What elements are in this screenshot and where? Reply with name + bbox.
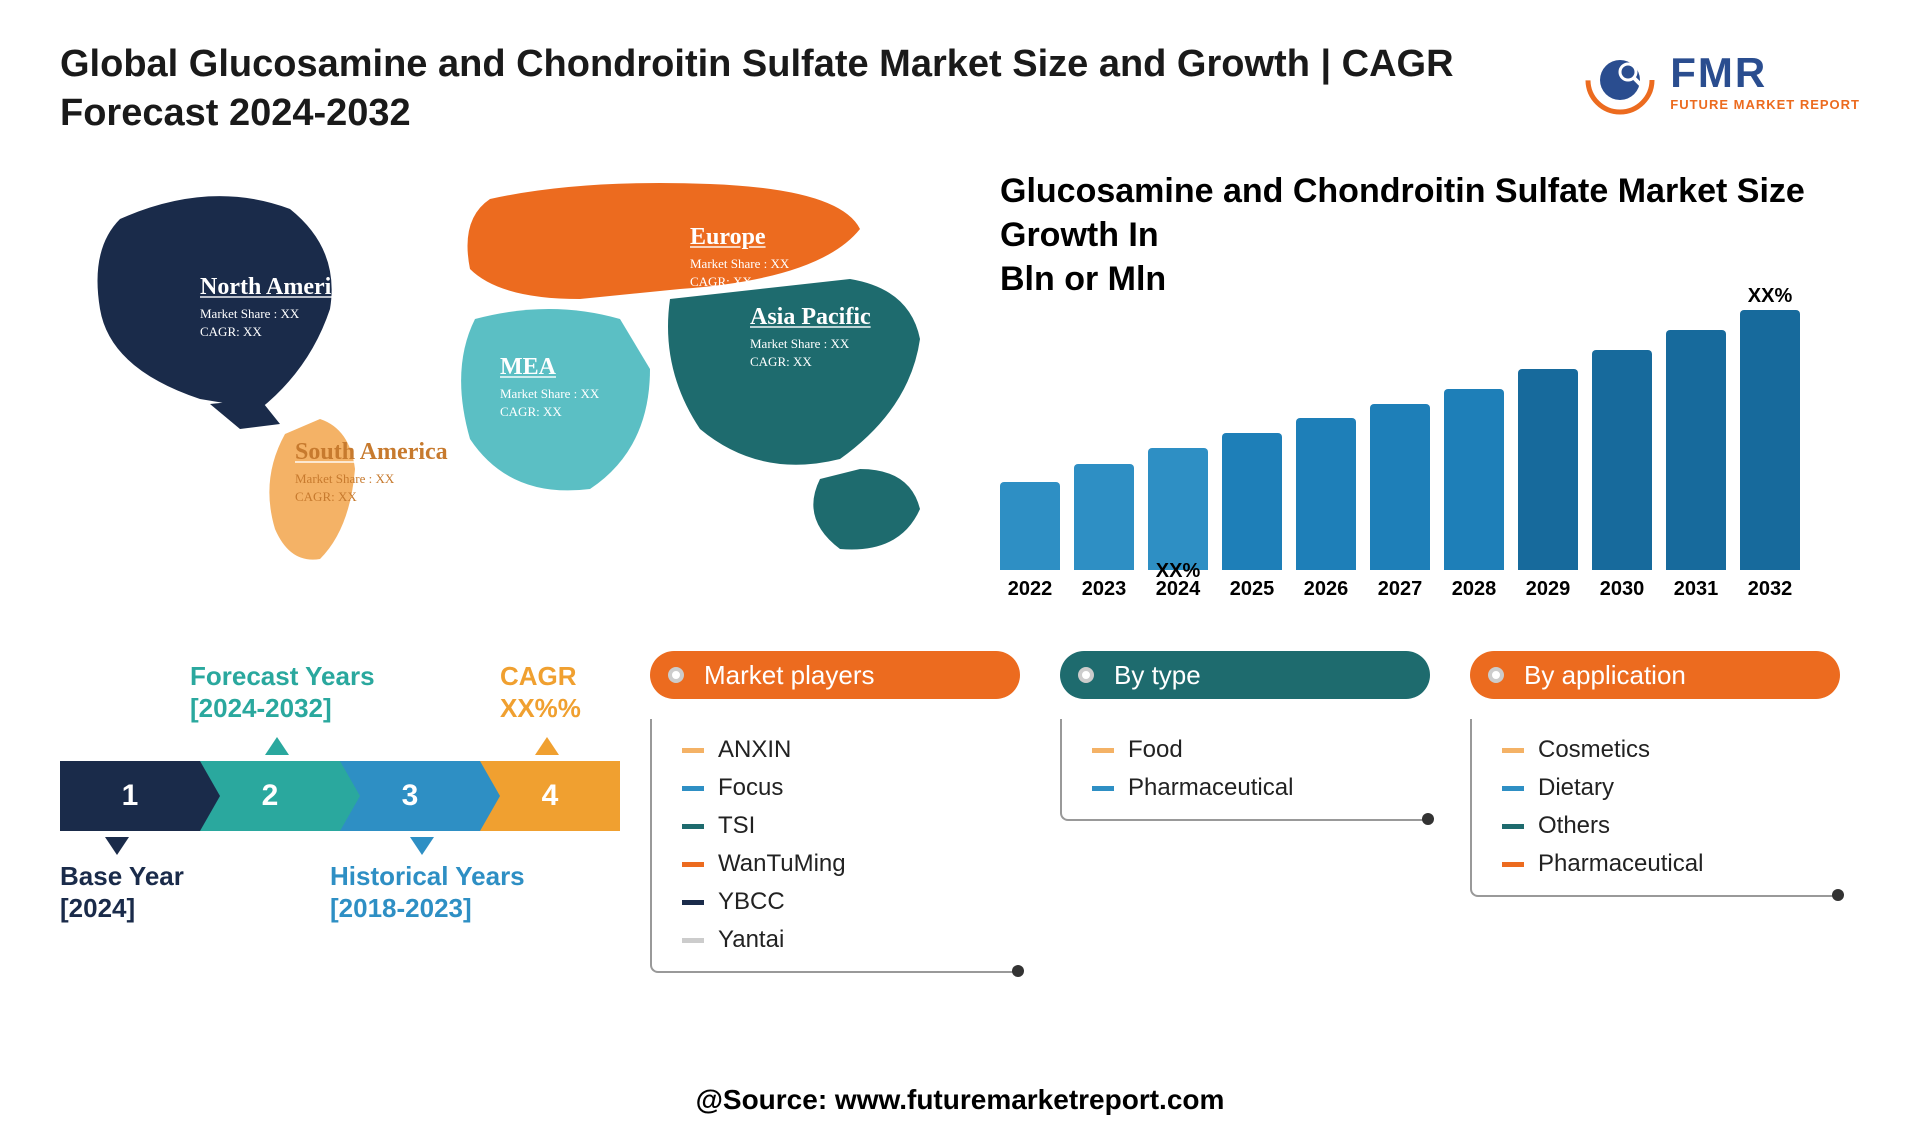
item-label: Pharmaceutical: [1128, 774, 1293, 802]
bar-2029: 2029: [1518, 369, 1578, 601]
item-label: Dietary: [1538, 774, 1614, 802]
timeline-block-3: 3: [340, 761, 480, 831]
dash-icon: [1502, 748, 1524, 753]
item-label: Cosmetics: [1538, 736, 1650, 764]
region-label-asia-pacific: Asia PacificMarket Share : XXCAGR: XX: [750, 304, 871, 371]
category-header: Market players: [650, 651, 1020, 699]
dot-icon: [668, 667, 684, 683]
source-text: @Source: www.futuremarketreport.com: [696, 1084, 1225, 1116]
bar-2025: 2025: [1222, 433, 1282, 601]
dash-icon: [682, 862, 704, 867]
timeline-arrow-3: [535, 737, 559, 755]
dash-icon: [682, 938, 704, 943]
dash-icon: [682, 900, 704, 905]
categories: Market players ANXIN Focus TSI WanTuMing YBCC…: [650, 651, 1840, 973]
item-label: Focus: [718, 774, 783, 802]
bar-2030: 2030: [1592, 350, 1652, 602]
dot-icon: [1078, 667, 1094, 683]
logo-text: FMR: [1670, 49, 1860, 97]
list-item: ANXIN: [682, 731, 1000, 769]
bar-2023: 2023: [1074, 464, 1134, 601]
bottom-section: Base Year[2024] Forecast Years[2024-2032]…: [60, 651, 1860, 973]
region-label-north-america: North AmericaMarket Share : XXCAGR: XX: [200, 274, 354, 341]
dash-icon: [682, 824, 704, 829]
bar-2031: 2031: [1666, 330, 1726, 601]
top-section: North AmericaMarket Share : XXCAGR: XX So…: [60, 169, 1860, 602]
timeline-arrow-0: [105, 837, 129, 855]
bar-chart: 202220232024XX%2025202620272028202920302…: [1000, 321, 1860, 601]
timeline-block-2: 2: [200, 761, 340, 831]
bar-2028: 2028: [1444, 389, 1504, 602]
timeline-label-2: Historical Years[2018-2023]: [330, 861, 525, 923]
bar-2027: 2027: [1370, 404, 1430, 602]
category-header: By type: [1060, 651, 1430, 699]
timeline-block-4: 4: [480, 761, 620, 831]
bar-chart-area: Glucosamine and Chondroitin Sulfate Mark…: [1000, 169, 1860, 602]
category-by-type: By type Food Pharmaceutical: [1060, 651, 1430, 973]
dash-icon: [1092, 786, 1114, 791]
category-title: By type: [1114, 660, 1201, 691]
world-map: North AmericaMarket Share : XXCAGR: XX So…: [60, 169, 960, 569]
list-item: Others: [1502, 807, 1820, 845]
item-label: Pharmaceutical: [1538, 850, 1703, 878]
page-title: Global Glucosamine and Chondroitin Sulfa…: [60, 40, 1460, 139]
list-item: YBCC: [682, 883, 1000, 921]
timeline-label-1: Forecast Years[2024-2032]: [190, 661, 375, 723]
region-label-south-america: South AmericaMarket Share : XXCAGR: XX: [295, 439, 448, 506]
map-region-europe: [468, 183, 861, 299]
dash-icon: [1502, 786, 1524, 791]
category-list: ANXIN Focus TSI WanTuMing YBCC Yantai: [650, 719, 1020, 973]
timeline-block-1: 1: [60, 761, 200, 831]
dash-icon: [1502, 824, 1524, 829]
category-header: By application: [1470, 651, 1840, 699]
list-item: Pharmaceutical: [1092, 769, 1410, 807]
list-item: TSI: [682, 807, 1000, 845]
category-title: By application: [1524, 660, 1686, 691]
logo-subtitle: FUTURE MARKET REPORT: [1670, 97, 1860, 112]
category-by-application: By application Cosmetics Dietary Others Phar…: [1470, 651, 1840, 973]
item-label: Yantai: [718, 926, 784, 954]
dot-icon: [1488, 667, 1504, 683]
timeline: Base Year[2024] Forecast Years[2024-2032]…: [60, 651, 620, 931]
item-label: YBCC: [718, 888, 785, 916]
timeline-arrow-1: [265, 737, 289, 755]
logo: FMR FUTURE MARKET REPORT: [1580, 40, 1860, 120]
dash-icon: [682, 786, 704, 791]
dash-icon: [682, 748, 704, 753]
dash-icon: [1092, 748, 1114, 753]
region-label-mea: MEAMarket Share : XXCAGR: XX: [500, 354, 599, 421]
logo-icon: [1580, 40, 1660, 120]
item-label: Others: [1538, 812, 1610, 840]
list-item: Food: [1092, 731, 1410, 769]
category-list: Food Pharmaceutical: [1060, 719, 1430, 821]
bar-2032: 2032XX%: [1740, 310, 1800, 601]
list-item: Pharmaceutical: [1502, 845, 1820, 883]
timeline-label-0: Base Year[2024]: [60, 861, 184, 923]
list-item: WanTuMing: [682, 845, 1000, 883]
bar-2024: 2024XX%: [1148, 448, 1208, 602]
bar-2022: 2022: [1000, 482, 1060, 601]
category-list: Cosmetics Dietary Others Pharmaceutical: [1470, 719, 1840, 897]
chart-title: Glucosamine and Chondroitin Sulfate Mark…: [1000, 169, 1860, 302]
timeline-arrow-2: [410, 837, 434, 855]
region-label-europe: EuropeMarket Share : XXCAGR: XX: [690, 224, 789, 291]
item-label: ANXIN: [718, 736, 791, 764]
item-label: TSI: [718, 812, 755, 840]
bar-annotation-2032: XX%: [1748, 285, 1792, 309]
header: Global Glucosamine and Chondroitin Sulfa…: [60, 40, 1860, 139]
list-item: Cosmetics: [1502, 731, 1820, 769]
item-label: Food: [1128, 736, 1183, 764]
bar-2026: 2026: [1296, 418, 1356, 601]
item-label: WanTuMing: [718, 850, 846, 878]
timeline-label-3: CAGRXX%%: [500, 661, 581, 723]
dash-icon: [1502, 862, 1524, 867]
list-item: Yantai: [682, 921, 1000, 959]
list-item: Dietary: [1502, 769, 1820, 807]
category-title: Market players: [704, 660, 875, 691]
list-item: Focus: [682, 769, 1000, 807]
category-market-players: Market players ANXIN Focus TSI WanTuMing YBCC…: [650, 651, 1020, 973]
timeline-blocks: 1234: [60, 761, 620, 831]
